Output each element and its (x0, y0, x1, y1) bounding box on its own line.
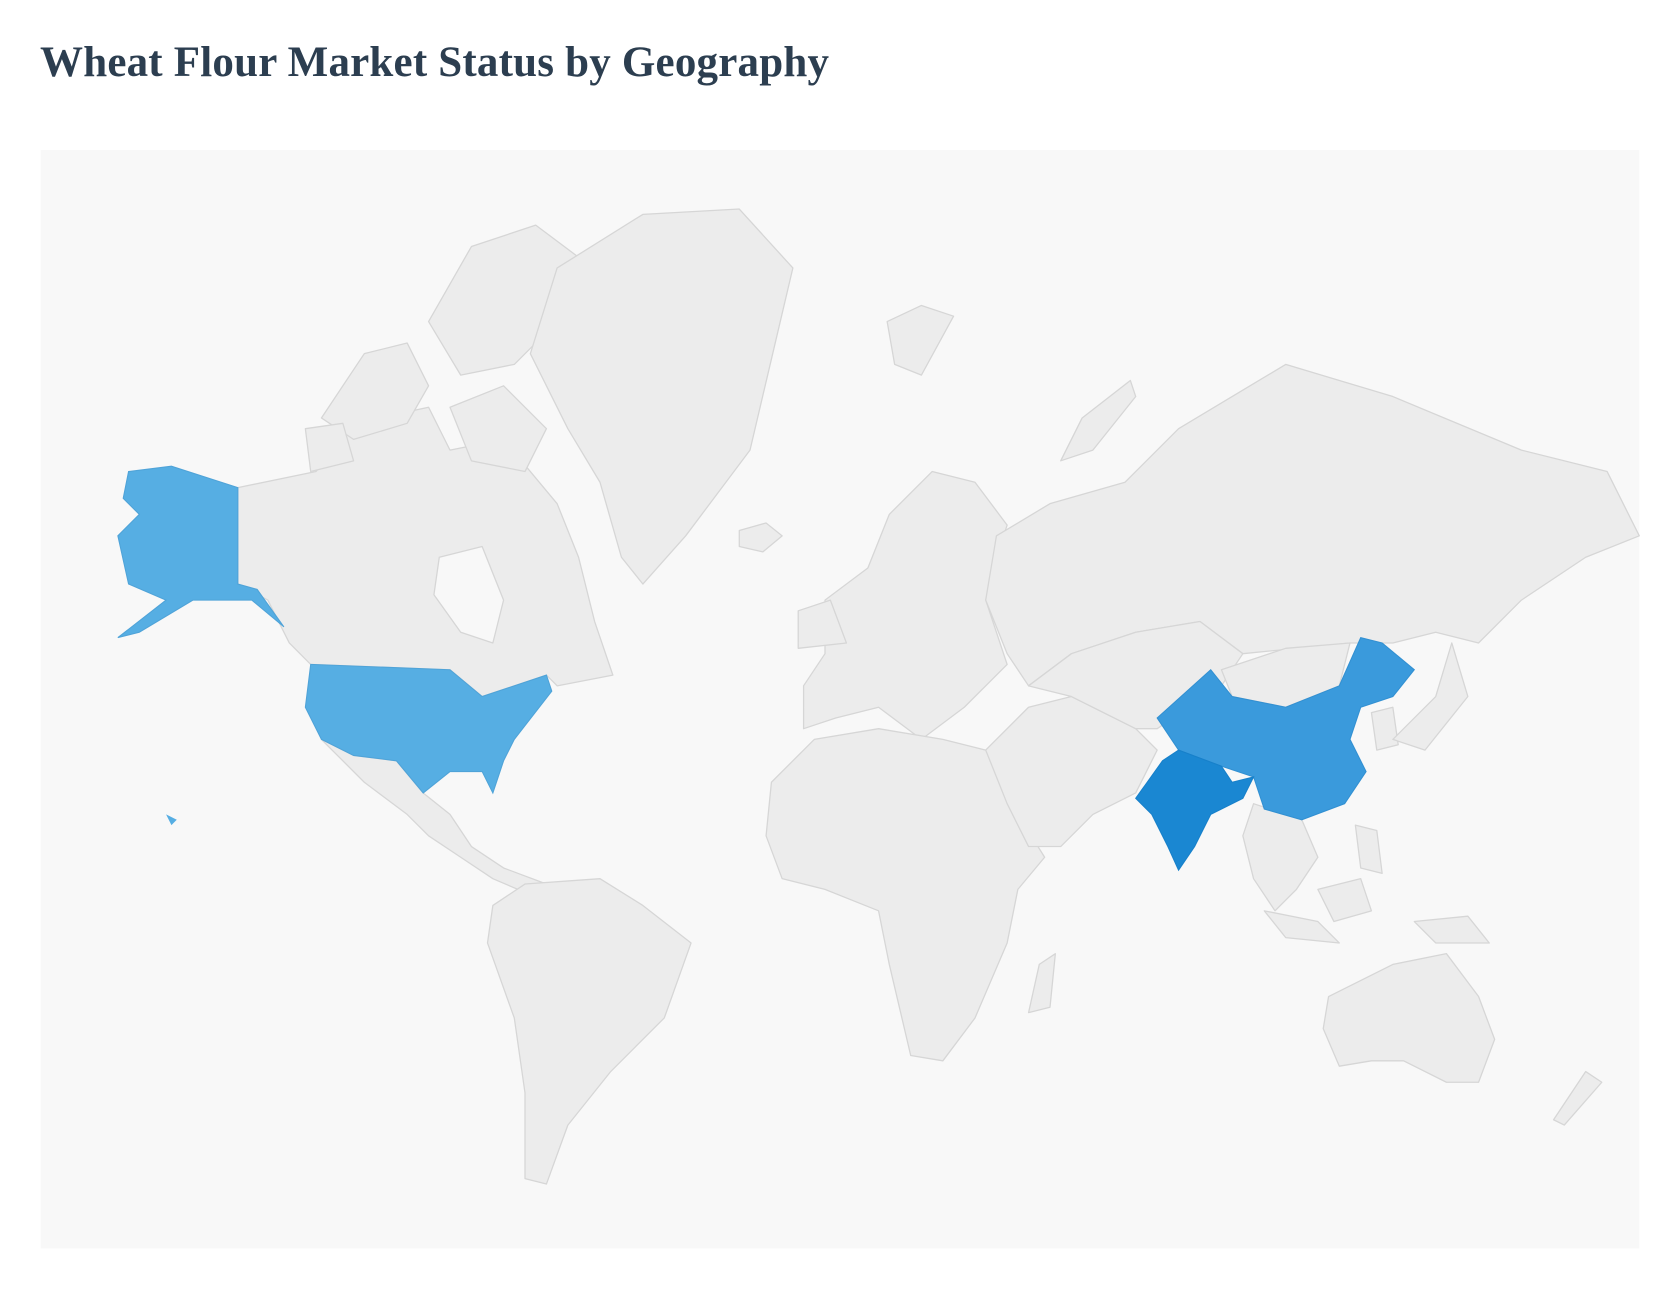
region-indonesia[interactable] (1263, 910, 1340, 944)
region-arctic-islands[interactable] (304, 422, 355, 473)
region-arctic-islands[interactable] (449, 385, 548, 473)
chart-title: Wheat Flour Market Status by Geography (40, 39, 830, 86)
region-iceland[interactable] (738, 522, 783, 553)
region-southeast-asia[interactable] (1242, 803, 1319, 912)
region-new-zealand[interactable] (1552, 1070, 1603, 1126)
region-india[interactable] (1135, 749, 1255, 872)
region-philippines[interactable] (1354, 824, 1383, 874)
region-uk[interactable] (797, 599, 848, 649)
region-madagascar[interactable] (1027, 953, 1056, 1014)
region-indonesia[interactable] (1317, 878, 1373, 923)
region-korea[interactable] (1370, 706, 1399, 751)
region-alaska[interactable] (117, 465, 285, 639)
region-greenland[interactable] (529, 208, 794, 585)
region-hawaii[interactable] (166, 814, 177, 826)
region-russia-arctic-islands[interactable] (1060, 379, 1137, 462)
region-canada[interactable] (237, 406, 614, 698)
region-united-states[interactable] (304, 663, 553, 795)
region-australia[interactable] (1322, 953, 1496, 1083)
region-japan[interactable] (1392, 642, 1469, 751)
region-middle-east[interactable] (985, 695, 1158, 848)
region-svalbard[interactable] (886, 304, 955, 376)
region-europe[interactable] (802, 470, 1008, 741)
region-arctic-islands[interactable] (320, 342, 430, 441)
region-new-guinea[interactable] (1413, 915, 1490, 944)
region-south-america[interactable] (486, 878, 692, 1185)
region-africa[interactable] (765, 728, 1046, 1062)
region-hudson-bay (433, 545, 505, 644)
